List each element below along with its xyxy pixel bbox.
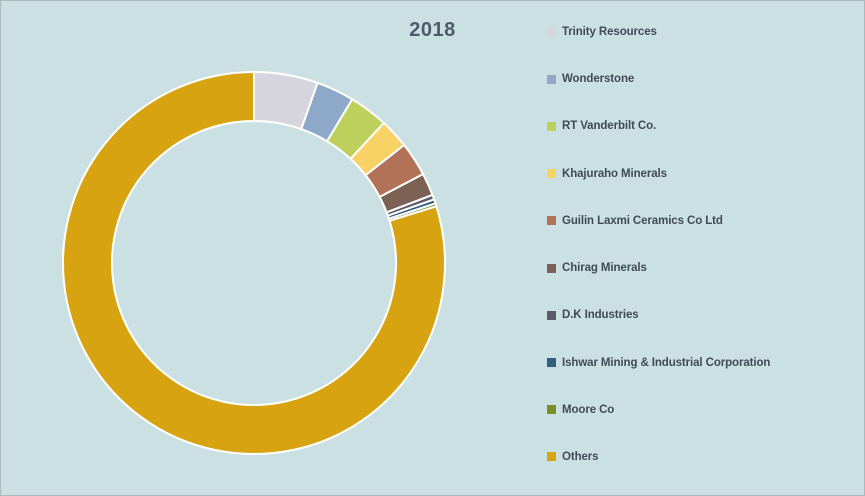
legend-swatch bbox=[547, 121, 556, 131]
legend-item-label: RT Vanderbilt Co. bbox=[562, 120, 657, 133]
legend-item[interactable]: Trinity Resources bbox=[547, 24, 657, 40]
legend-item[interactable]: Others bbox=[547, 449, 599, 465]
legend-item-label: Guilin Laxmi Ceramics Co Ltd bbox=[562, 214, 723, 227]
legend-swatch bbox=[547, 216, 556, 226]
donut-chart bbox=[62, 70, 446, 455]
legend-item[interactable]: Wonderstone bbox=[547, 71, 634, 87]
legend-item-label: Ishwar Mining & Industrial Corporation bbox=[562, 356, 771, 369]
legend-swatch bbox=[547, 74, 556, 84]
legend-item-label: Khajuraho Minerals bbox=[562, 167, 667, 180]
legend-item-label: Moore Co bbox=[562, 403, 615, 416]
legend-item-label: D.K Industries bbox=[562, 309, 639, 322]
chart-title: 2018 bbox=[409, 19, 456, 41]
legend-item[interactable]: Guilin Laxmi Ceramics Co Ltd bbox=[547, 213, 723, 229]
donut-segment[interactable] bbox=[62, 70, 446, 455]
legend-item[interactable]: Chirag Minerals bbox=[547, 260, 647, 276]
legend-swatch bbox=[547, 169, 556, 179]
legend-swatch bbox=[547, 27, 556, 37]
legend-item[interactable]: Khajuraho Minerals bbox=[547, 166, 667, 182]
legend-swatch bbox=[547, 263, 556, 273]
legend-item-label: Chirag Minerals bbox=[562, 262, 647, 275]
legend-item-label: Others bbox=[562, 450, 599, 463]
legend-item-label: Wonderstone bbox=[562, 73, 635, 86]
legend-swatch bbox=[547, 452, 556, 462]
legend-swatch bbox=[547, 405, 556, 415]
legend-item[interactable]: RT Vanderbilt Co. bbox=[547, 118, 656, 134]
legend-item-label: Trinity Resources bbox=[562, 26, 657, 38]
legend-swatch bbox=[547, 310, 556, 320]
legend: Trinity Resources Wonderstone RT Vanderbil… bbox=[547, 1, 859, 495]
legend-item[interactable]: Moore Co bbox=[547, 402, 614, 418]
legend-item[interactable]: Ishwar Mining & Industrial Corporation bbox=[547, 355, 770, 371]
legend-swatch bbox=[547, 358, 556, 368]
legend-item[interactable]: D.K Industries bbox=[547, 307, 639, 323]
